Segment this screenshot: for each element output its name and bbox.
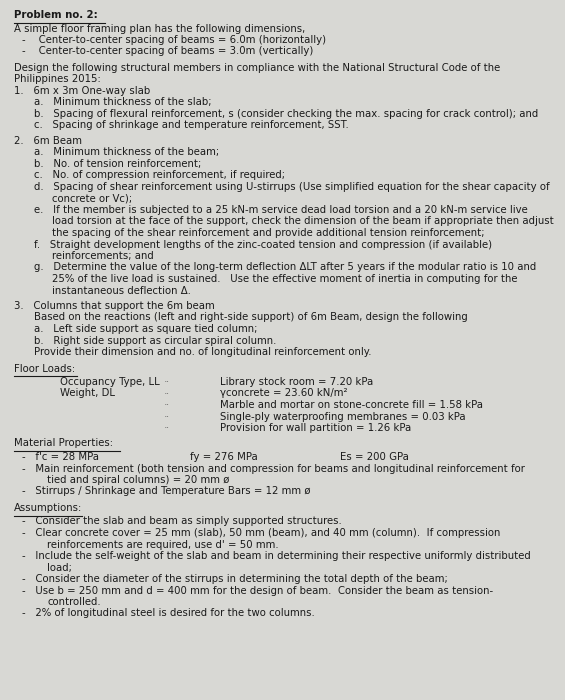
Text: Es = 200 GPa: Es = 200 GPa	[340, 452, 409, 462]
Text: Provision for wall partition = 1.26 kPa: Provision for wall partition = 1.26 kPa	[220, 423, 411, 433]
Text: Marble and mortar on stone-concrete fill = 1.58 kPa: Marble and mortar on stone-concrete fill…	[220, 400, 483, 410]
Text: b.   No. of tension reinforcement;: b. No. of tension reinforcement;	[34, 159, 201, 169]
Text: Problem no. 2:: Problem no. 2:	[14, 10, 98, 20]
Text: Provide their dimension and no. of longitudinal reinforcement only.: Provide their dimension and no. of longi…	[34, 347, 372, 357]
Text: γconcrete = 23.60 kN/m²: γconcrete = 23.60 kN/m²	[220, 389, 347, 398]
Text: -   Include the self-weight of the slab and beam in determining their respective: - Include the self-weight of the slab an…	[22, 551, 531, 561]
Text: 3.   Columns that support the 6m beam: 3. Columns that support the 6m beam	[14, 301, 215, 311]
Text: -   Consider the diameter of the stirrups in determining the total depth of the : - Consider the diameter of the stirrups …	[22, 574, 447, 584]
Text: c.   No. of compression reinforcement, if required;: c. No. of compression reinforcement, if …	[34, 171, 285, 181]
Text: a.   Minimum thickness of the beam;: a. Minimum thickness of the beam;	[34, 148, 219, 158]
Text: Material Properties:: Material Properties:	[14, 438, 113, 449]
Text: -   Main reinforcement (both tension and compression for beams and longitudinal : - Main reinforcement (both tension and c…	[22, 463, 525, 473]
Text: -    Center-to-center spacing of beams = 6.0m (horizontally): - Center-to-center spacing of beams = 6.…	[22, 35, 326, 45]
Text: -   f'c = 28 MPa: - f'c = 28 MPa	[22, 452, 99, 462]
Text: Weight, DL: Weight, DL	[60, 389, 115, 398]
Text: fy = 276 MPa: fy = 276 MPa	[190, 452, 258, 462]
Text: f.   Straight development lengths of the zinc-coated tension and compression (if: f. Straight development lengths of the z…	[34, 239, 492, 249]
Text: d.   Spacing of shear reinforcement using U-stirrups (Use simplified equation fo: d. Spacing of shear reinforcement using …	[34, 182, 550, 192]
Text: -   Use b = 250 mm and d = 400 mm for the design of beam.  Consider the beam as : - Use b = 250 mm and d = 400 mm for the …	[22, 585, 493, 596]
Text: -   Stirrups / Shrinkage and Temperature Bars = 12 mm ø: - Stirrups / Shrinkage and Temperature B…	[22, 486, 311, 496]
Text: Design the following structural members in compliance with the National Structur: Design the following structural members …	[14, 63, 500, 73]
Text: reinforcements; and: reinforcements; and	[52, 251, 154, 261]
Text: 25% of the live load is sustained.   Use the effective moment of inertia in comp: 25% of the live load is sustained. Use t…	[52, 274, 518, 284]
Text: -   2% of longitudinal steel is desired for the two columns.: - 2% of longitudinal steel is desired fo…	[22, 608, 315, 619]
Text: a.   Left side support as square tied column;: a. Left side support as square tied colu…	[34, 324, 258, 334]
Text: Based on the reactions (left and right-side support) of 6m Beam, design the foll: Based on the reactions (left and right-s…	[34, 312, 468, 323]
Text: Library stock room = 7.20 kPa: Library stock room = 7.20 kPa	[220, 377, 373, 387]
Text: concrete or Vc);: concrete or Vc);	[52, 193, 132, 204]
Text: 1.   6m x 3m One-way slab: 1. 6m x 3m One-way slab	[14, 86, 150, 96]
Text: -   Clear concrete cover = 25 mm (slab), 50 mm (beam), and 40 mm (column).  If c: - Clear concrete cover = 25 mm (slab), 5…	[22, 528, 501, 538]
Text: -    Center-to-center spacing of beams = 3.0m (vertically): - Center-to-center spacing of beams = 3.…	[22, 46, 314, 57]
Text: e.   If the member is subjected to a 25 kN-m service dead load torsion and a 20 : e. If the member is subjected to a 25 kN…	[34, 205, 528, 215]
Text: 2.   6m Beam: 2. 6m Beam	[14, 136, 82, 146]
Text: g.   Determine the value of the long-term deflection ΔLT after 5 years if the mo: g. Determine the value of the long-term …	[34, 262, 536, 272]
Text: Single-ply waterproofing membranes = 0.03 kPa: Single-ply waterproofing membranes = 0.0…	[220, 412, 466, 421]
Text: a.   Minimum thickness of the slab;: a. Minimum thickness of the slab;	[34, 97, 211, 108]
Text: b.   Right side support as circular spiral column.: b. Right side support as circular spiral…	[34, 335, 276, 346]
Text: c.   Spacing of shrinkage and temperature reinforcement, SST.: c. Spacing of shrinkage and temperature …	[34, 120, 349, 130]
Text: -   Consider the slab and beam as simply supported structures.: - Consider the slab and beam as simply s…	[22, 517, 342, 526]
Text: load;: load;	[47, 563, 72, 573]
Text: A simple floor framing plan has the following dimensions,: A simple floor framing plan has the foll…	[14, 24, 305, 34]
Text: Occupancy Type, LL: Occupancy Type, LL	[60, 377, 160, 387]
Text: Philippines 2015:: Philippines 2015:	[14, 74, 101, 85]
Text: Assumptions:: Assumptions:	[14, 503, 82, 513]
Text: the spacing of the shear reinforcement and provide additional tension reinforcem: the spacing of the shear reinforcement a…	[52, 228, 485, 238]
Text: load torsion at the face of the support, check the dimension of the beam if appr: load torsion at the face of the support,…	[52, 216, 554, 227]
Text: instantaneous deflection Δ.: instantaneous deflection Δ.	[52, 286, 191, 295]
Text: controlled.: controlled.	[47, 597, 101, 607]
Text: b.   Spacing of flexural reinforcement, s (consider checking the max. spacing fo: b. Spacing of flexural reinforcement, s …	[34, 109, 538, 119]
Text: reinforcements are required, use d' = 50 mm.: reinforcements are required, use d' = 50…	[47, 540, 279, 550]
Text: tied and spiral columns) = 20 mm ø: tied and spiral columns) = 20 mm ø	[47, 475, 229, 485]
Text: Floor Loads:: Floor Loads:	[14, 363, 75, 374]
